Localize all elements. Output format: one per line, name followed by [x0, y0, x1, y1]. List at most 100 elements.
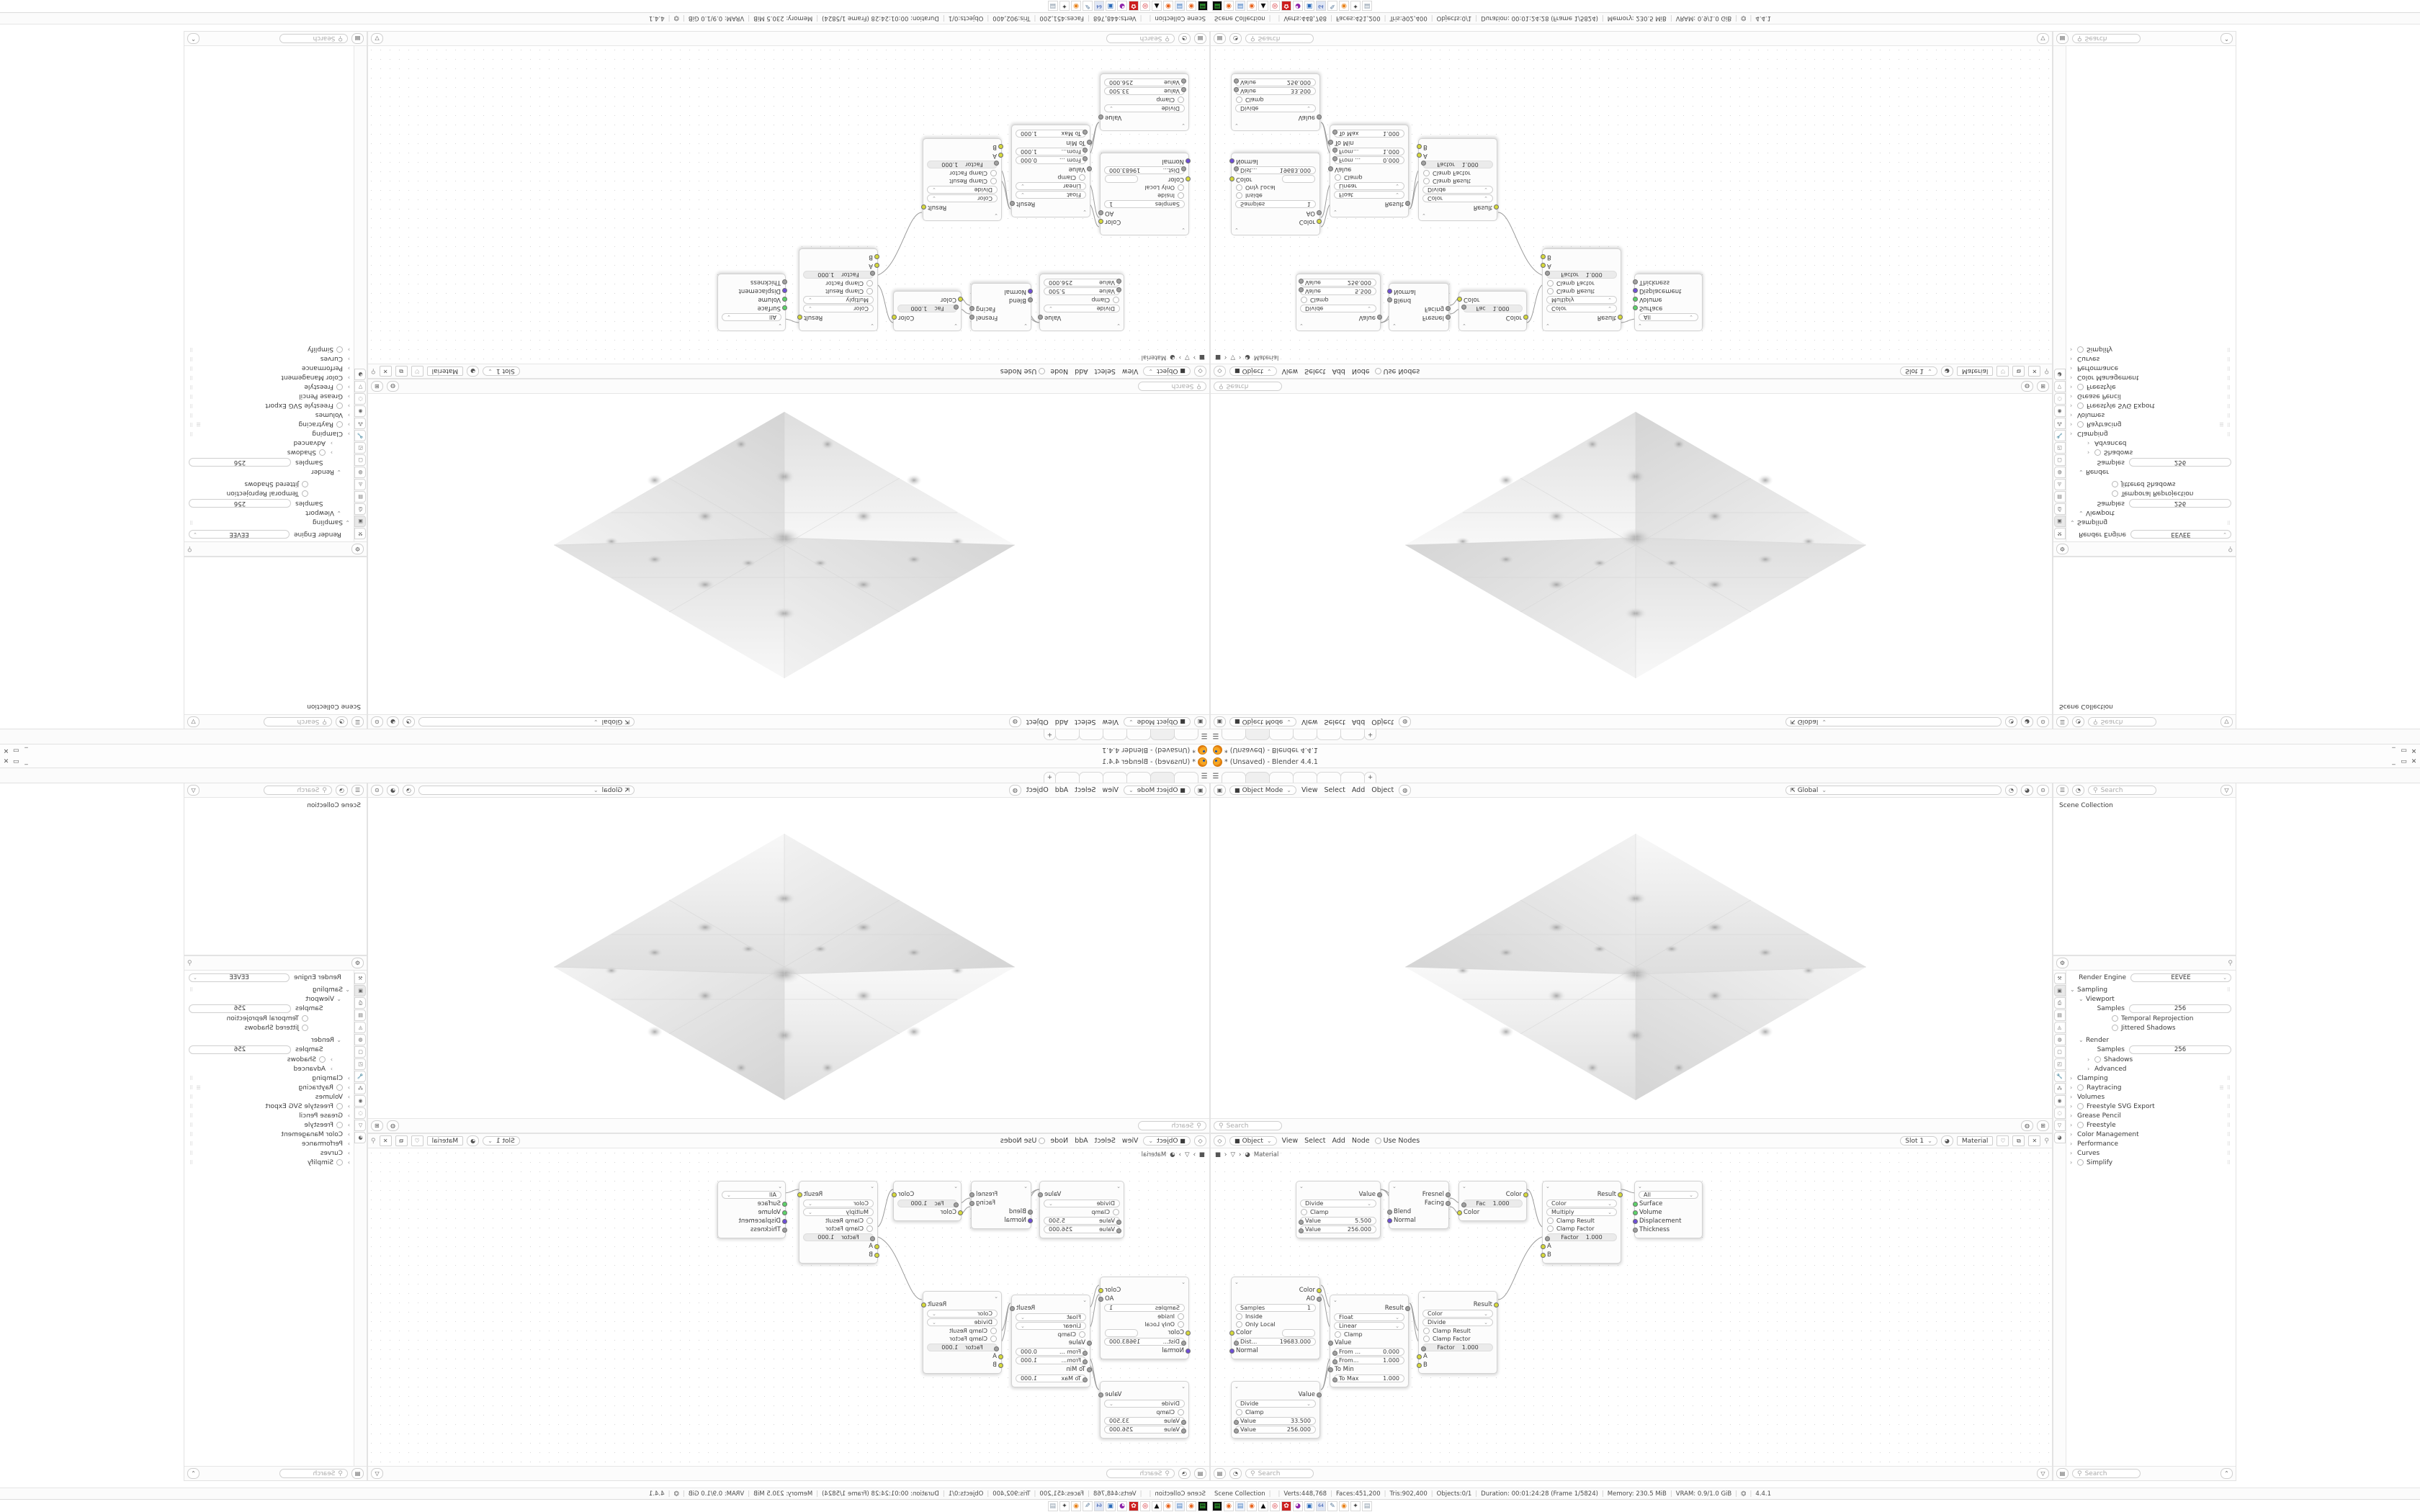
node-search-input[interactable]: ⚲ Search: [1245, 1469, 1314, 1478]
section-sampling[interactable]: ⌄ Sampling ⠿: [189, 986, 350, 994]
node-collapse-icon[interactable]: ⌄: [1638, 323, 1642, 328]
properties-tab-modifiers[interactable]: 🔧: [354, 1071, 367, 1082]
workspace-tab[interactable]: [1174, 772, 1198, 783]
node-collapse-icon[interactable]: ⌄: [1234, 227, 1239, 233]
magnet-icon[interactable]: ◔: [2005, 716, 2017, 727]
node-output-facing[interactable]: Facing: [969, 305, 1031, 313]
outliner-root[interactable]: Scene Collection: [307, 703, 361, 710]
node-input-surface[interactable]: Surface: [718, 1200, 787, 1208]
minimize-button[interactable]: _: [24, 747, 28, 754]
firefox-icon-2[interactable]: ◉: [1247, 1500, 1257, 1511]
properties-search-input[interactable]: ⚲ Search: [279, 1469, 348, 1478]
value-field[interactable]: Value 33.500: [1104, 87, 1186, 95]
node-input-displacement[interactable]: Displacement: [718, 1217, 787, 1225]
display-mode-icon[interactable]: ◔: [336, 716, 348, 727]
viewport-menu-view[interactable]: View: [1102, 786, 1119, 794]
pivot-icon[interactable]: ⊙: [2037, 716, 2049, 727]
pivot-icon[interactable]: ⊙: [2037, 785, 2049, 796]
node-canvas[interactable]: ■ › ▽ › ◕ Material: [368, 1148, 1209, 1480]
section-clamping[interactable]: › Clamping ⠿: [2070, 430, 2231, 438]
properties-tab-particles[interactable]: ⁂: [2053, 1083, 2066, 1094]
clamp-factor-checkbox[interactable]: Clamp Factor: [1543, 1225, 1621, 1233]
pin-icon[interactable]: ⚲: [2044, 367, 2049, 375]
properties-tab-world[interactable]: ◍: [354, 1034, 367, 1045]
node-output-result[interactable]: Result: [1419, 203, 1499, 212]
node-layer-weight[interactable]: ⌄ Fresnel Facing Blend Normal: [969, 1181, 1033, 1229]
evolution-icon[interactable]: ◕: [1293, 1, 1303, 12]
node-options-icon[interactable]: ▤: [1194, 1468, 1206, 1479]
data-type-dropdown[interactable]: Color: [1422, 194, 1493, 202]
properties-tab-scene[interactable]: ◬: [354, 1022, 367, 1033]
node-input-a[interactable]: A: [799, 261, 879, 270]
node-input-value[interactable]: Value: [1012, 165, 1092, 174]
node-material-output[interactable]: ⌄ All Surface Volume Displacement Thickn…: [1633, 274, 1703, 331]
workspace-tab[interactable]: [1055, 729, 1080, 740]
temporal-reprojection-checkbox[interactable]: Temporal Reprojection: [2070, 489, 2231, 498]
render-samples-field[interactable]: 256: [2129, 458, 2231, 467]
node-ambient-occlusion[interactable]: ⌄ Color AO Samples 1 Inside Only Local Co…: [1098, 1277, 1191, 1359]
node-output-result[interactable]: Result: [1543, 313, 1623, 322]
properties-tab-world[interactable]: ◍: [2053, 467, 2066, 478]
inside-checkbox[interactable]: Inside: [1101, 1313, 1188, 1320]
hamburger-icon[interactable]: ☰: [1201, 732, 1208, 739]
section-volumes[interactable]: › Volumes ⠿: [189, 1093, 350, 1101]
node-output-result[interactable]: Result: [1330, 199, 1410, 208]
node-output-result[interactable]: Result: [921, 1300, 1001, 1309]
properties-tab-modifiers[interactable]: 🔧: [354, 430, 367, 441]
viewport-menu-view[interactable]: View: [1301, 786, 1318, 794]
outliner-icon[interactable]: ☰: [2056, 785, 2069, 796]
section-freestyle-svg-export[interactable]: › Freestyle SVG Export ⠿: [2070, 402, 2231, 410]
node-input-thickness[interactable]: Thickness: [1633, 278, 1702, 287]
pin-icon[interactable]: ⚲: [371, 1137, 376, 1145]
fac-field[interactable]: Fac 1.000: [897, 305, 959, 312]
node-menu-view[interactable]: View: [1281, 1137, 1299, 1145]
viewport-menu-select[interactable]: Select: [1075, 786, 1096, 794]
collapse-icon[interactable]: ⌃: [2220, 1468, 2233, 1479]
node-collapse-icon[interactable]: ⌄: [778, 323, 782, 328]
value-field[interactable]: Value 256.000: [1044, 279, 1121, 287]
node-collapse-icon[interactable]: ⌄: [1392, 1184, 1397, 1189]
node-input-to-min[interactable]: To Min: [1012, 1365, 1092, 1374]
maximize-button[interactable]: ▭: [2401, 758, 2407, 765]
workspace-tabs[interactable]: +: [1043, 772, 1198, 783]
terminal-icon[interactable]: ▤: [1212, 1500, 1222, 1511]
collapse-icon[interactable]: ⌃: [2220, 33, 2233, 44]
data-type-dropdown[interactable]: Color: [1546, 1200, 1617, 1207]
factor-field[interactable]: Factor 1.000: [1545, 1233, 1617, 1241]
properties-tab-particles[interactable]: ⁂: [354, 1083, 367, 1094]
properties-tab-output[interactable]: ⎙: [2053, 997, 2066, 1009]
pin-icon[interactable]: ⚲: [371, 367, 376, 375]
section-clamping[interactable]: › Clamping ⠿: [189, 1074, 350, 1082]
node-collapse-icon[interactable]: ⌄: [1181, 227, 1186, 233]
section-shadows[interactable]: › Shadows: [287, 449, 333, 456]
viewport-icon[interactable]: ▣: [1194, 716, 1206, 727]
node-input-normal[interactable]: Normal: [972, 1216, 1033, 1225]
factor-field[interactable]: Factor 1.000: [1421, 1344, 1493, 1351]
node-collapse-icon[interactable]: ⌄: [1299, 1184, 1304, 1189]
node-collapse-icon[interactable]: ⌄: [1083, 1297, 1087, 1303]
collapse-icon[interactable]: ⌃: [187, 1468, 200, 1479]
remote-desktop-icon[interactable]: ▣: [1106, 1, 1116, 12]
section-raytracing[interactable]: › Raytracing ☰ ⠿: [2070, 1084, 2231, 1092]
list-icon[interactable]: ☰ ⠿: [2219, 1084, 2231, 1091]
material-slot-dropdown[interactable]: Slot 1: [483, 366, 520, 376]
inkscape-icon[interactable]: ▲: [1258, 1, 1268, 12]
node-menu-add[interactable]: Add: [1075, 1137, 1088, 1145]
viewport-icon[interactable]: ▣: [1214, 716, 1226, 727]
workspace-tab[interactable]: [1055, 772, 1080, 783]
jittered-shadows-checkbox[interactable]: Jittered Shadows: [189, 480, 350, 489]
node-collapse-icon[interactable]: ⌄: [1333, 1297, 1337, 1303]
bat-icon[interactable]: ✦: [1059, 1, 1070, 12]
properties-tab-render[interactable]: ▣: [354, 985, 367, 996]
node-mix-multiply[interactable]: ⌄ Result Color Multiply Clamp Result Cla…: [797, 1181, 879, 1264]
interpolation-dropdown[interactable]: Linear: [1016, 182, 1086, 190]
krita-icon[interactable]: ◎: [1270, 1, 1280, 12]
node-collapse-icon[interactable]: ⌄: [1422, 1294, 1426, 1300]
maximize-button[interactable]: ▭: [13, 758, 19, 765]
properties-tab-render[interactable]: ▣: [354, 516, 367, 527]
section-volumes[interactable]: › Volumes ⠿: [2070, 411, 2231, 419]
section-performance[interactable]: › Performance ⠿: [2070, 364, 2231, 372]
node-input-normal[interactable]: Normal: [1101, 157, 1191, 166]
section-advanced[interactable]: › Advanced: [293, 439, 333, 447]
